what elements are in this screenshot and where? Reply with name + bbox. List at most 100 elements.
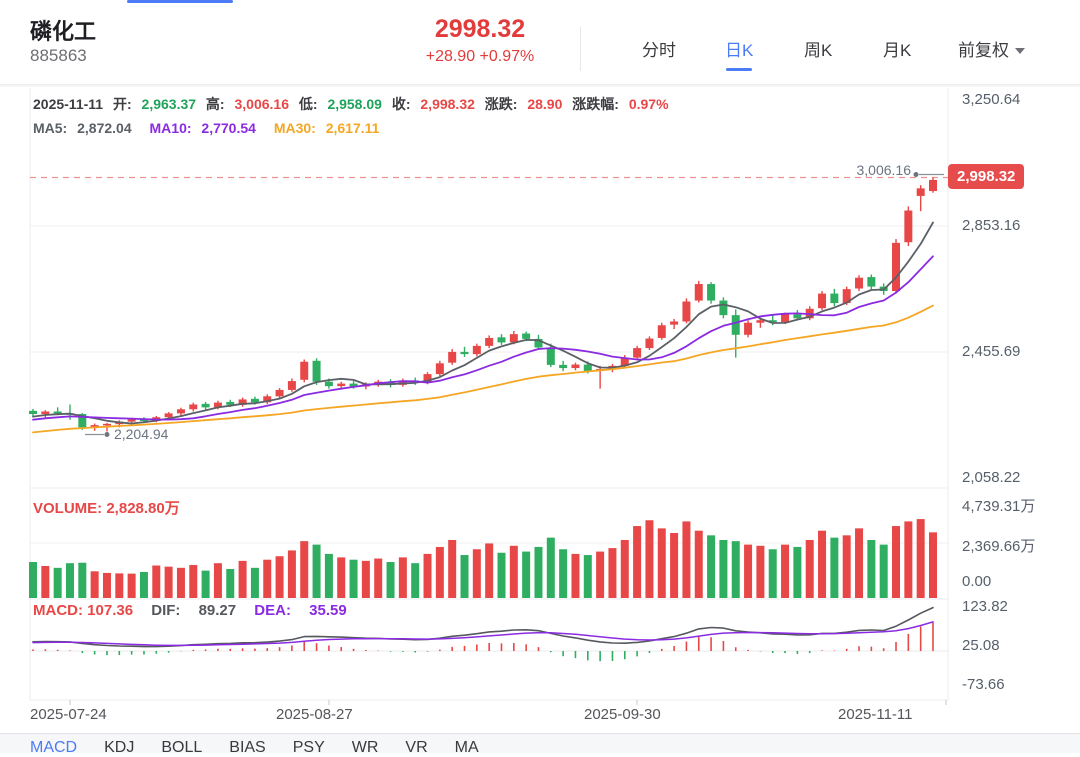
volume-bar (386, 562, 395, 598)
price-change: +28.90 +0.97% (425, 48, 535, 65)
candle-body[interactable] (892, 242, 901, 292)
candle-body[interactable] (201, 403, 210, 408)
candle-body[interactable] (855, 277, 864, 289)
candle-body[interactable] (781, 314, 790, 323)
candle-body[interactable] (867, 277, 876, 287)
candle-body[interactable] (386, 381, 395, 385)
volume-bar (152, 565, 161, 598)
candle-body[interactable] (707, 284, 716, 301)
volume-bar (608, 548, 617, 598)
y-label-main-3: 2,058.22 (962, 469, 1021, 486)
volume-bar (559, 549, 568, 598)
candle-body[interactable] (102, 423, 111, 426)
candle-body[interactable] (176, 409, 185, 414)
candle-body[interactable] (682, 301, 691, 322)
candle-body[interactable] (324, 381, 333, 387)
candle-body[interactable] (29, 410, 37, 415)
candle-body[interactable] (719, 300, 728, 316)
indicator-tab-bias[interactable]: BIAS (229, 739, 266, 756)
candle-body[interactable] (571, 364, 580, 369)
candle-body[interactable] (337, 383, 346, 387)
candle-body[interactable] (485, 337, 494, 346)
candle-body[interactable] (312, 360, 321, 382)
divider (580, 27, 581, 71)
candle-body[interactable] (164, 413, 173, 418)
candle-body[interactable] (423, 374, 432, 383)
candle-body[interactable] (633, 348, 642, 358)
candle-body[interactable] (127, 419, 136, 422)
candle-body[interactable] (620, 357, 629, 366)
candle-body[interactable] (349, 383, 358, 387)
candle-body[interactable] (583, 364, 592, 371)
candle-body[interactable] (534, 338, 543, 348)
volume-bar (694, 530, 703, 598)
candle-body[interactable] (694, 284, 703, 301)
candle-body[interactable] (744, 322, 753, 335)
candle-body[interactable] (263, 396, 272, 403)
volume-bar (534, 546, 543, 598)
candle-body[interactable] (756, 320, 765, 323)
candle-body[interactable] (657, 325, 666, 338)
volume-bar (867, 539, 876, 598)
volume-bar (275, 556, 284, 598)
candle-body[interactable] (460, 351, 469, 355)
indicator-tab-wr[interactable]: WR (351, 739, 379, 756)
candle-body[interactable] (509, 334, 518, 343)
volume-bar (522, 551, 531, 598)
candle-body[interactable] (929, 179, 937, 192)
ma10-line (32, 255, 934, 421)
indicator-tab-vr[interactable]: VR (405, 739, 428, 756)
indicator-tab-macd[interactable]: MACD (30, 739, 78, 756)
indicator-tab-ma[interactable]: MA (454, 739, 479, 756)
volume-bar (670, 533, 679, 598)
candle-body[interactable] (904, 210, 913, 243)
candle-body[interactable] (78, 414, 87, 428)
tab-minute[interactable]: 分时 (642, 41, 676, 60)
candle-body[interactable] (90, 425, 99, 428)
indicator-strip: MACD KDJ BOLL BIAS PSY WR VR MA (0, 733, 1080, 756)
volume-bar (250, 567, 259, 598)
candle-body[interactable] (238, 399, 247, 405)
indicator-tab-psy[interactable]: PSY (292, 739, 325, 756)
candle-body[interactable] (189, 404, 198, 410)
candle-body[interactable] (768, 320, 777, 323)
indicator-tab-boll[interactable]: BOLL (161, 739, 203, 756)
candle-body[interactable] (818, 293, 827, 309)
candle-body[interactable] (842, 289, 851, 304)
candle-body[interactable] (670, 321, 679, 325)
candle-body[interactable] (645, 338, 654, 349)
candle-body[interactable] (522, 333, 531, 339)
low-annotation: 2,204.94 (113, 426, 169, 443)
candle-body[interactable] (916, 188, 925, 196)
candle-body[interactable] (41, 411, 50, 415)
candles[interactable] (29, 177, 937, 432)
candle-body[interactable] (275, 389, 284, 397)
tab-weekly-k[interactable]: 周K (804, 41, 833, 60)
candle-body[interactable] (830, 293, 839, 304)
candle-body[interactable] (448, 351, 457, 363)
volume-bar (312, 544, 321, 598)
indicator-tab-kdj[interactable]: KDJ (104, 739, 135, 756)
tab-daily-k[interactable]: 日K (725, 36, 753, 71)
candle-body[interactable] (287, 381, 296, 390)
candle-body[interactable] (226, 401, 235, 405)
candle-body[interactable] (250, 398, 259, 403)
candle-body[interactable] (559, 364, 568, 369)
dif-value: 89.27 (198, 602, 237, 619)
candle-body[interactable] (435, 363, 444, 375)
volume-bar (361, 560, 370, 598)
volume-bar (842, 535, 851, 598)
candle-body[interactable] (472, 345, 481, 355)
tab-monthly-k[interactable]: 月K (883, 41, 912, 60)
volume-bar (213, 563, 222, 598)
candle-body[interactable] (793, 314, 802, 319)
candle-body[interactable] (731, 315, 740, 335)
candle-body[interactable] (497, 337, 506, 343)
candle-body[interactable] (213, 402, 222, 408)
candle-body[interactable] (53, 411, 62, 414)
candle-body[interactable] (300, 361, 309, 380)
candle-body[interactable] (546, 347, 555, 365)
volume-bar (497, 552, 506, 598)
adjust-dropdown[interactable]: 前复权 (958, 36, 1025, 61)
